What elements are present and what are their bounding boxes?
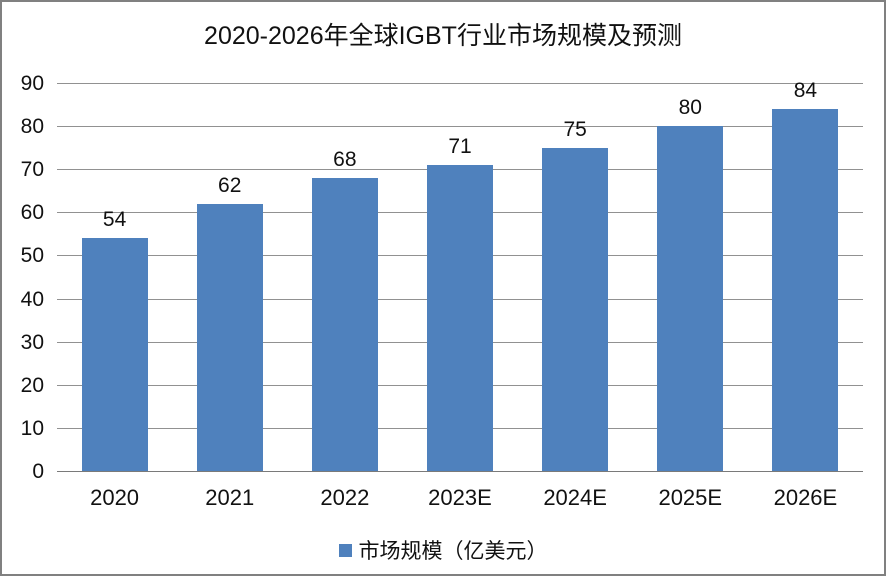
bar-2022 — [311, 177, 378, 471]
y-tick-label-20: 20 — [20, 373, 44, 397]
y-tick-label-90: 90 — [20, 72, 44, 95]
bar-value-label-2023E: 71 — [448, 134, 472, 158]
x-axis-label-2024E: 2024E — [543, 485, 607, 510]
bar-value-label-2021: 62 — [218, 173, 242, 197]
bar-2026E — [772, 108, 839, 471]
bar-value-label-2024E: 75 — [563, 117, 587, 141]
plot-area: 54 62 68 71 75 80 84 — [57, 78, 863, 472]
y-tick-label-40: 40 — [20, 287, 44, 311]
gridline-80 — [57, 126, 863, 128]
x-axis-label-2026E: 2026E — [773, 485, 838, 510]
x-axis-label-2025E: 2025E — [658, 485, 723, 510]
legend-label: 市场规模（亿美元） — [358, 540, 548, 563]
bar-value-label-2020: 54 — [102, 208, 127, 232]
x-axis-label-2023E: 2023E — [428, 485, 492, 510]
y-tick-label-30: 30 — [20, 330, 44, 354]
y-tick-label-0: 0 — [32, 460, 44, 483]
x-axis-label-2020: 2020 — [90, 485, 140, 510]
bar-2024E — [542, 147, 609, 471]
bar-value-label-2022: 68 — [333, 147, 357, 171]
bar-2020 — [81, 238, 148, 471]
y-tick-label-60: 60 — [20, 201, 44, 225]
chart-title: 2020-2026年全球IGBT行业市场规模及预测 — [204, 22, 682, 50]
bar-value-label-2025E: 80 — [678, 96, 702, 120]
gridline-90 — [57, 83, 863, 84]
legend: 市场规模（亿美元） — [2, 535, 884, 565]
y-tick-label-80: 80 — [20, 115, 44, 139]
y-tick-label-70: 70 — [20, 158, 44, 182]
x-axis-label-2021: 2021 — [205, 485, 255, 510]
bar-2025E — [657, 126, 724, 471]
x-axis-label-2022: 2022 — [320, 485, 370, 510]
bar-2023E — [427, 164, 493, 471]
y-tick-label-10: 10 — [20, 416, 44, 440]
y-tick-label-50: 50 — [20, 244, 44, 268]
x-axis-line — [57, 471, 863, 472]
bar-2021 — [196, 203, 263, 471]
bar-value-label-2026E: 84 — [793, 78, 818, 102]
legend-swatch-icon — [338, 543, 352, 557]
